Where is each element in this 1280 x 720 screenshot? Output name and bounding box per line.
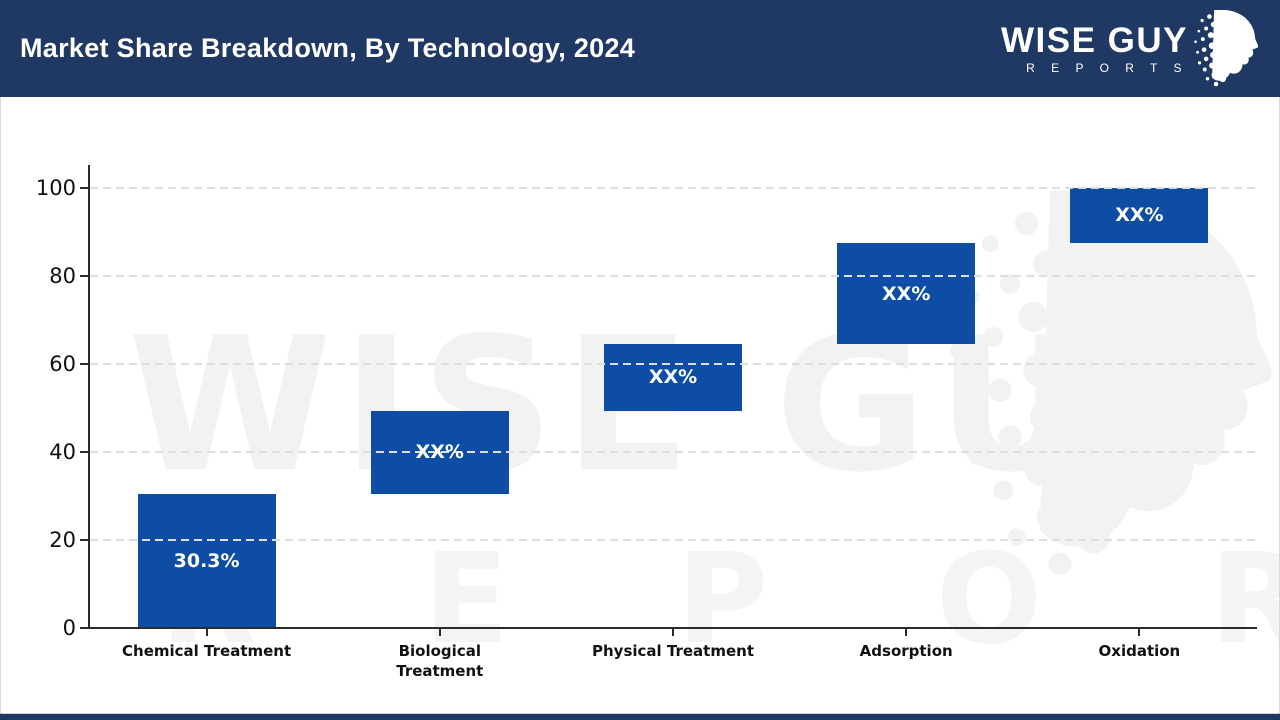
gridline-y-60	[90, 362, 1256, 365]
y-tick-label: 60	[49, 351, 76, 376]
y-tick-label: 20	[49, 527, 76, 552]
x-tick-mark	[438, 628, 441, 636]
y-tick-mark	[80, 186, 89, 189]
bar-value-label-physical-treatment: XX%	[648, 366, 698, 389]
page-border-left	[0, 97, 1, 720]
gridline-y-40	[90, 450, 1256, 453]
y-tick-mark	[80, 274, 89, 277]
y-tick-label: 80	[49, 263, 76, 288]
bar-chemical-treatment	[137, 494, 276, 628]
gridline-y-100	[90, 186, 1256, 189]
y-tick-label: 100	[35, 175, 76, 200]
logo-text: WISE GUY R E P O R T S	[1001, 23, 1188, 75]
x-category-label-chemical-treatment: Chemical Treatment	[122, 642, 292, 660]
x-tick-mark	[1138, 628, 1141, 636]
footer-bar	[0, 714, 1280, 720]
x-tick-mark	[905, 628, 908, 636]
x-category-label-adsorption: Adsorption	[859, 642, 953, 660]
x-category-label-physical-treatment: Physical Treatment	[592, 642, 754, 660]
x-tick-mark	[672, 628, 674, 636]
wise-guy-logo: WISE GUY R E P O R T S	[1001, 6, 1266, 92]
x-axis-line	[88, 626, 1257, 629]
logo-subtext: R E P O R T S	[1026, 60, 1188, 75]
x-category-label-biological-treatment: Biological Treatment	[396, 642, 484, 681]
page-title: Market Share Breakdown, By Technology, 2…	[20, 33, 636, 63]
y-tick-mark	[80, 626, 89, 629]
bar-value-label-adsorption: XX%	[882, 282, 931, 305]
y-tick-mark	[80, 538, 89, 541]
logo-wordmark: WISE GUY	[1000, 20, 1188, 60]
y-tick-label: 0	[62, 615, 76, 640]
bar-physical-treatment	[604, 343, 742, 411]
bar-adsorption	[837, 243, 976, 344]
y-tick-mark	[80, 450, 89, 453]
header: Market Share Breakdown, By Technology, 2…	[0, 0, 1280, 97]
gridline-y-80	[90, 274, 1256, 277]
x-tick-mark	[205, 628, 208, 636]
bar-value-label-biological-treatment: XX%	[415, 441, 464, 464]
gridline-y-20	[90, 538, 1256, 541]
y-axis-line	[88, 165, 90, 629]
y-tick-label: 40	[49, 439, 76, 464]
bar-value-label-oxidation: XX%	[1115, 204, 1164, 227]
x-category-label-oxidation: Oxidation	[1098, 642, 1181, 660]
logo-face-icon	[1194, 9, 1259, 86]
footer-hairline	[0, 713, 1280, 714]
bar-value-label-chemical-treatment: 30.3%	[173, 549, 240, 572]
y-tick-mark	[80, 362, 89, 365]
